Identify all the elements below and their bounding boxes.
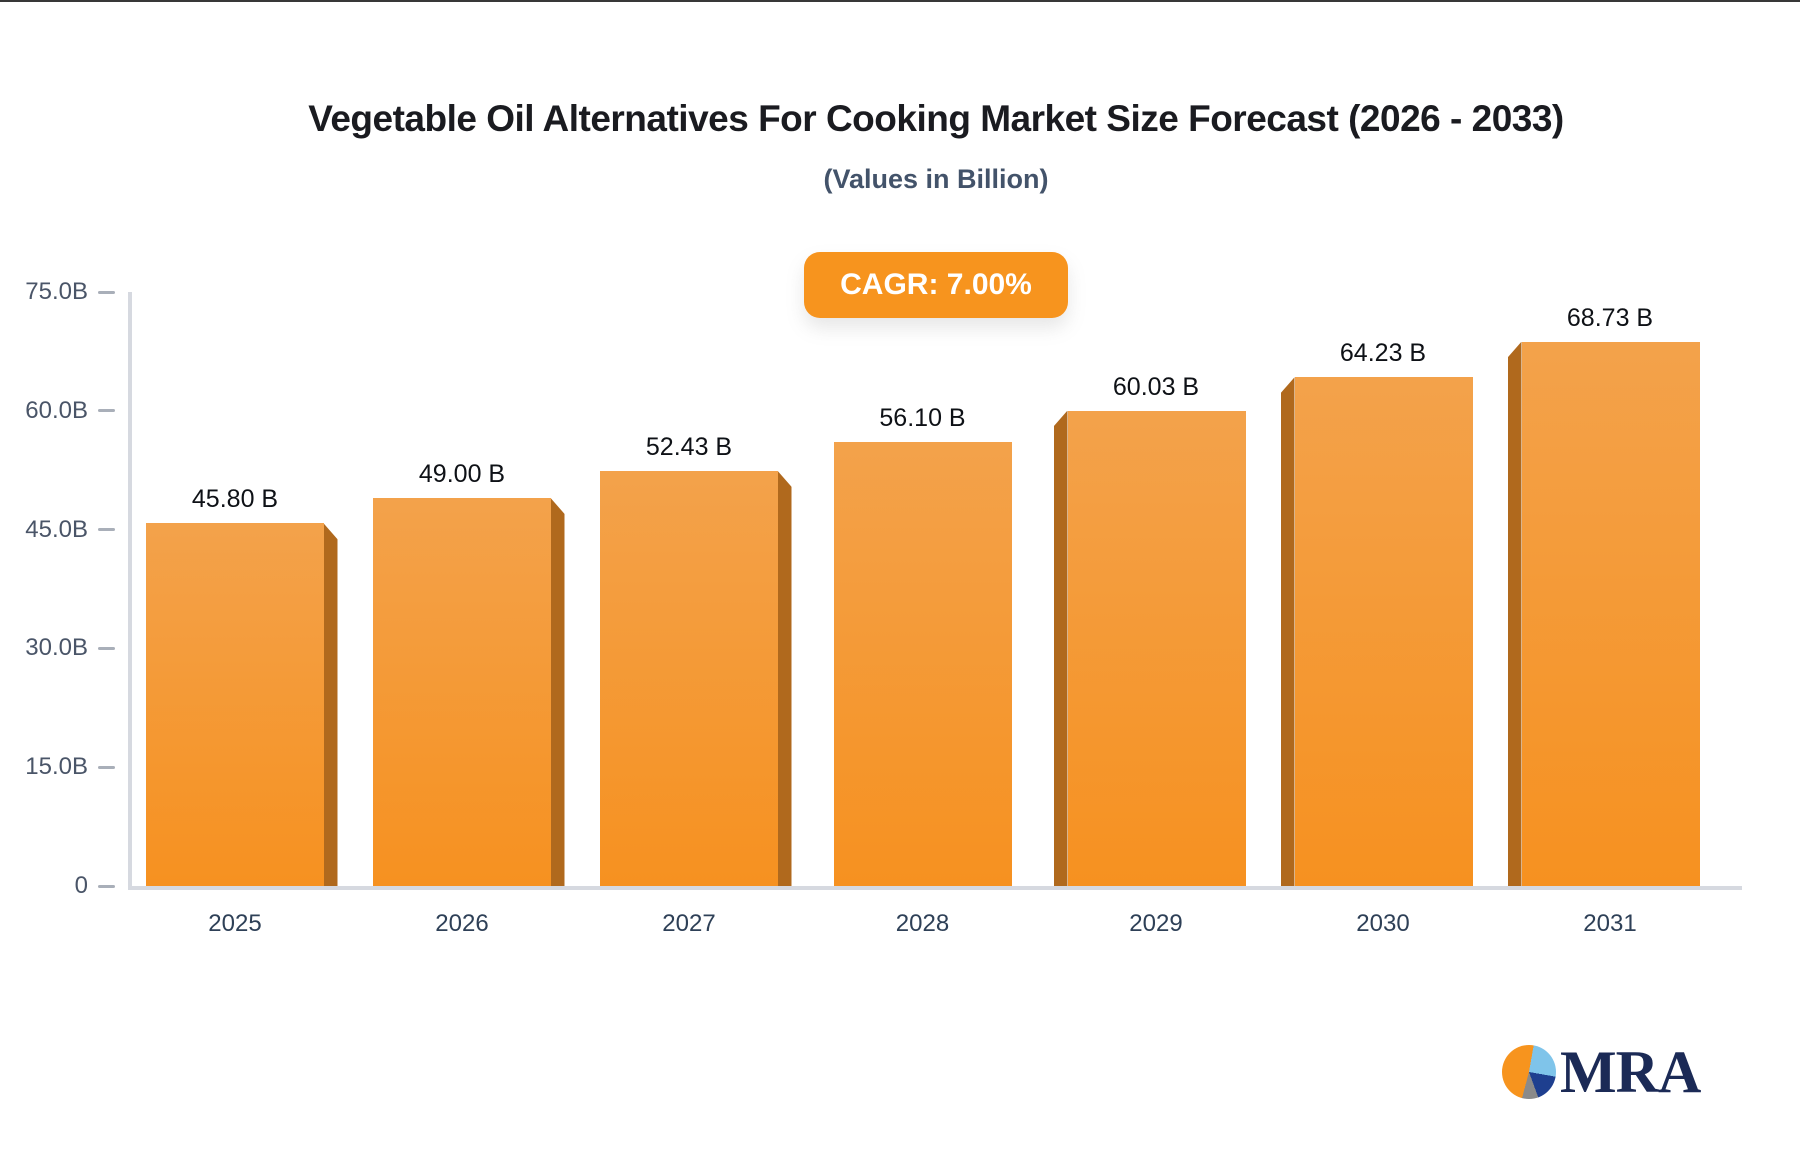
bar-value-label: 68.73 B bbox=[1566, 303, 1654, 332]
bar-value-label: 56.10 B bbox=[879, 403, 966, 432]
logo-text: MRA bbox=[1560, 1039, 1701, 1105]
x-axis-label: 2029 bbox=[1129, 910, 1183, 937]
chart-title: Vegetable Oil Alternatives For Cooking M… bbox=[308, 98, 1564, 139]
bar-2027 bbox=[599, 470, 792, 886]
chart-subtitle: (Values in Billion) bbox=[823, 164, 1049, 194]
bar-2028 bbox=[827, 441, 1019, 886]
x-axis-line bbox=[128, 886, 1742, 890]
x-axis-label: 2030 bbox=[1356, 910, 1410, 937]
bar-2025 bbox=[145, 523, 338, 886]
y-axis-tick-label: 60.0B bbox=[25, 396, 88, 424]
bar-face bbox=[1294, 377, 1473, 886]
bar-side-panel bbox=[323, 523, 338, 886]
bar-face bbox=[1067, 410, 1246, 886]
y-axis-tick-mark bbox=[98, 290, 115, 294]
x-axis-label: 2031 bbox=[1583, 910, 1637, 937]
bar-value-label: 64.23 B bbox=[1339, 339, 1427, 368]
bar-2026 bbox=[372, 497, 565, 886]
bar-side-panel bbox=[1280, 377, 1295, 886]
bar-face bbox=[145, 523, 324, 886]
bar-face bbox=[1521, 341, 1700, 886]
bar-side-panel bbox=[550, 497, 565, 886]
y-axis-tick-label: 0 bbox=[74, 872, 88, 899]
mra-logo: MRA bbox=[1502, 1032, 1701, 1112]
y-axis-tick-mark bbox=[98, 646, 115, 650]
bar-2029 bbox=[1053, 410, 1246, 886]
pie-chart-logo-icon bbox=[1502, 1045, 1556, 1099]
y-axis-tick-mark bbox=[98, 884, 115, 888]
y-axis-line bbox=[128, 292, 132, 890]
x-axis-label: 2026 bbox=[435, 910, 489, 937]
bar-face bbox=[372, 497, 551, 886]
y-axis-tick-label: 15.0B bbox=[25, 753, 88, 781]
bar-value-label: 45.80 B bbox=[191, 485, 279, 514]
bar-value-label: 49.00 B bbox=[418, 459, 506, 488]
bar-side-panel bbox=[777, 470, 792, 886]
x-axis-label: 2027 bbox=[662, 910, 716, 937]
x-axis-label: 2028 bbox=[895, 910, 950, 937]
y-axis-tick-mark bbox=[98, 528, 115, 532]
bar-2031 bbox=[1507, 341, 1700, 886]
bar-value-label: 60.03 B bbox=[1112, 372, 1200, 401]
y-axis-tick-label: 30.0B bbox=[25, 634, 88, 662]
cagr-badge-wrap: CAGR: 7.00% bbox=[130, 252, 1742, 318]
bar-2030 bbox=[1280, 377, 1473, 886]
bar-face bbox=[833, 441, 1012, 886]
bar-value-label: 52.43 B bbox=[645, 432, 733, 461]
cagr-badge: CAGR: 7.00% bbox=[804, 252, 1068, 318]
y-axis-tick-mark bbox=[98, 765, 115, 769]
y-axis-tick-mark bbox=[98, 409, 115, 413]
y-axis-tick-label: 45.0B bbox=[25, 515, 88, 543]
bar-side-panel bbox=[1053, 410, 1068, 886]
bar-side-panel bbox=[1507, 341, 1522, 886]
x-axis-label: 2025 bbox=[208, 910, 262, 937]
bar-face bbox=[599, 470, 778, 886]
y-axis-tick-label: 75.0B bbox=[25, 278, 88, 305]
